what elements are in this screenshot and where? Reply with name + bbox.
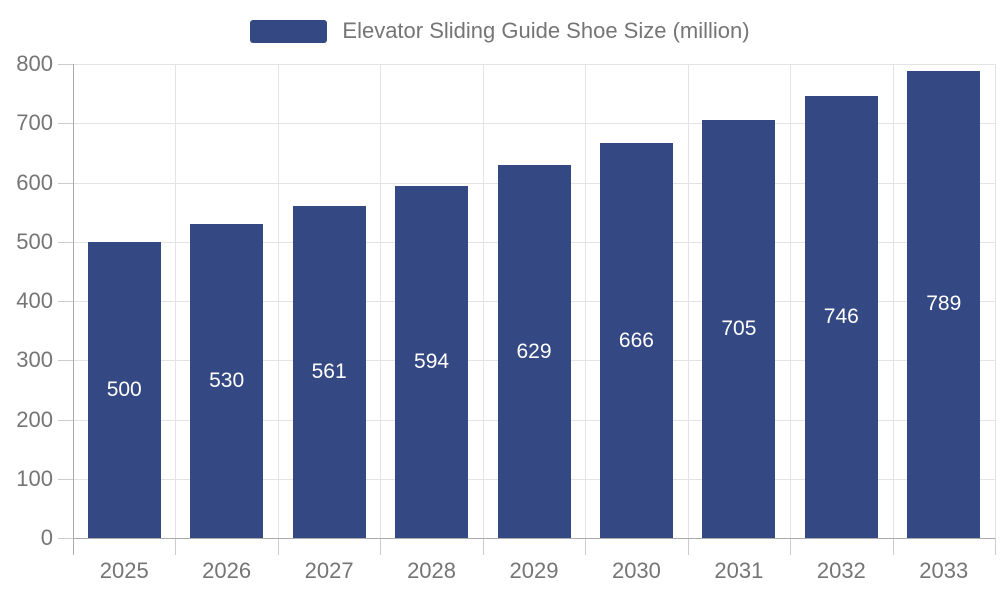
gridline-vertical: [482, 64, 484, 538]
gridline-horizontal: [73, 64, 995, 65]
gridline-vertical: [585, 64, 587, 538]
gridline-vertical: [892, 64, 894, 538]
x-axis-tick-label: 2032: [816, 558, 866, 583]
x-axis-tick-label: 2027: [304, 558, 354, 583]
gridline-vertical: [380, 64, 382, 538]
y-axis-tick: [58, 301, 73, 302]
y-axis-tick-label: 800: [16, 51, 53, 76]
legend: Elevator Sliding Guide Shoe Size (millio…: [0, 18, 1000, 44]
legend-label: Elevator Sliding Guide Shoe Size (millio…: [342, 18, 750, 43]
x-axis-tick: [790, 538, 792, 555]
y-axis-tick: [58, 241, 73, 243]
x-axis-tick-label: 2028: [407, 558, 457, 583]
y-axis-tick: [58, 538, 73, 539]
bar-value-label: 530: [209, 368, 245, 392]
x-axis-tick: [482, 538, 484, 555]
x-axis-tick-label: 2031: [714, 558, 764, 583]
x-axis-line: [73, 538, 995, 539]
y-axis-tick-label: 700: [16, 110, 53, 136]
bar-2031[interactable]: [702, 120, 776, 538]
y-axis-tick: [58, 123, 73, 125]
gridline-vertical: [175, 64, 177, 538]
y-axis-tick: [58, 360, 73, 362]
y-axis-tick-label: 500: [16, 228, 53, 254]
x-axis-tick: [995, 538, 996, 555]
gridline-vertical: [277, 64, 279, 538]
x-axis-tick: [175, 538, 177, 555]
bar-value-label: 705: [721, 317, 757, 341]
bar-2025[interactable]: [87, 241, 161, 538]
bar-value-label: 746: [823, 304, 859, 328]
gridline-vertical: [995, 64, 996, 538]
bar-2028[interactable]: [395, 186, 469, 538]
bar-2027[interactable]: [292, 205, 366, 538]
y-axis-line: [73, 64, 74, 555]
y-axis-tick-label: 200: [16, 406, 53, 432]
y-axis-tick-label: 300: [16, 347, 53, 373]
y-axis-tick-label: 400: [16, 288, 53, 313]
y-axis-tick-label: 100: [16, 465, 53, 491]
x-axis-tick-label: 2029: [509, 558, 559, 583]
x-axis-tick: [380, 538, 382, 555]
bar-value-label: 561: [311, 359, 347, 383]
x-axis-tick: [687, 538, 689, 555]
bar-2030[interactable]: [599, 143, 673, 538]
bar-2029[interactable]: [497, 165, 571, 538]
y-axis-tick: [58, 182, 73, 184]
gridline-vertical: [790, 64, 792, 538]
x-axis-tick: [585, 538, 587, 555]
gridline-horizontal: [73, 123, 995, 125]
y-axis-tick-label: 600: [16, 169, 53, 195]
y-axis-tick: [58, 478, 73, 480]
y-axis-tick: [58, 64, 73, 65]
gridline-vertical: [687, 64, 689, 538]
legend-item[interactable]: Elevator Sliding Guide Shoe Size (millio…: [250, 18, 750, 44]
bar-value-label: 629: [516, 339, 552, 363]
y-axis-tick: [58, 419, 73, 421]
x-axis-tick-label: 2026: [202, 558, 252, 583]
y-axis-tick-label: 0: [40, 525, 53, 550]
x-axis-tick-label: 2030: [611, 558, 661, 583]
x-axis-tick: [277, 538, 279, 555]
bar-2033[interactable]: [907, 70, 981, 538]
x-axis-tick-label: 2025: [99, 558, 149, 583]
bar-value-label: 594: [414, 350, 450, 374]
bar-2026[interactable]: [190, 223, 264, 538]
bar-value-label: 500: [106, 377, 142, 401]
legend-swatch-icon: [250, 19, 328, 43]
bar-2032[interactable]: [804, 95, 878, 538]
bar-value-label: 666: [618, 328, 654, 352]
bar-value-label: 789: [926, 292, 962, 316]
x-axis-tick-label: 2033: [919, 558, 969, 583]
x-axis-tick: [892, 538, 894, 555]
plot-area: 500 530 561 594 629 666 705 746 789 0 100 200 300 400…: [16, 51, 996, 583]
